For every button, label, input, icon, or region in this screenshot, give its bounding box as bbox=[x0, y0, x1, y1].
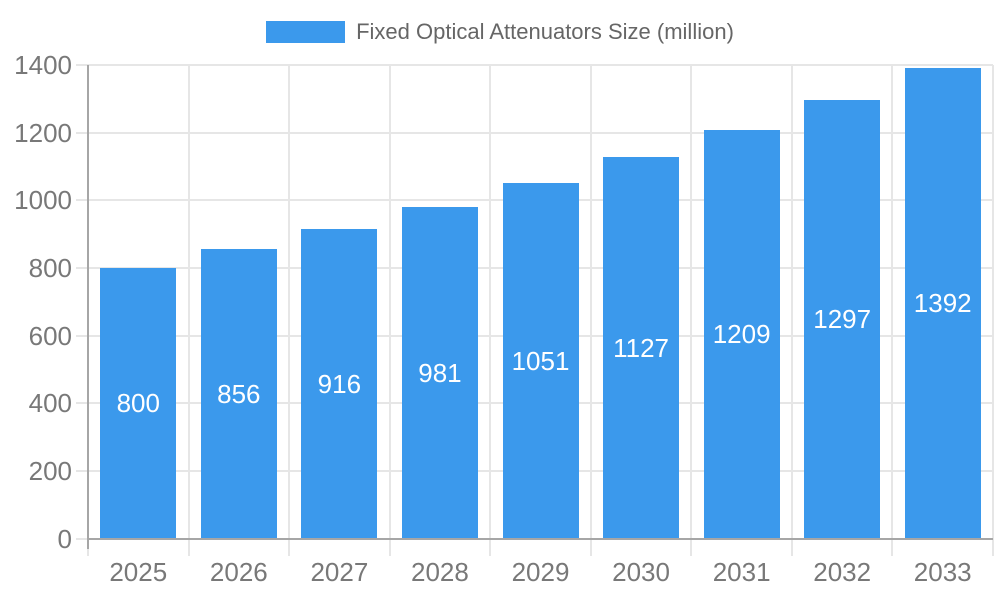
bar bbox=[502, 183, 579, 539]
bar-value-label: 800 bbox=[116, 388, 160, 419]
v-gridline bbox=[690, 65, 693, 539]
x-axis-line bbox=[87, 537, 993, 540]
bar bbox=[703, 129, 780, 539]
x-axis-tick bbox=[489, 538, 492, 556]
bar bbox=[301, 228, 378, 539]
x-tick-label: 2029 bbox=[511, 557, 570, 587]
y-tick-label: 1000 bbox=[14, 185, 72, 216]
v-gridline bbox=[489, 65, 492, 539]
y-axis-tick bbox=[76, 199, 88, 202]
y-tick-label: 400 bbox=[28, 388, 72, 419]
x-tick-label: 2027 bbox=[310, 557, 369, 587]
v-gridline bbox=[790, 65, 793, 539]
y-tick-label: 1400 bbox=[14, 50, 72, 80]
v-gridline bbox=[187, 65, 190, 539]
x-axis-tick bbox=[690, 538, 693, 556]
x-tick-label: 2030 bbox=[612, 557, 670, 587]
x-tick-label: 2025 bbox=[109, 557, 168, 587]
x-axis-tick bbox=[388, 538, 391, 556]
x-axis-tick bbox=[288, 538, 291, 556]
y-axis-tick bbox=[76, 469, 88, 472]
bar-value-label: 1209 bbox=[712, 319, 771, 350]
v-gridline bbox=[992, 65, 994, 539]
x-axis-tick bbox=[187, 538, 190, 556]
x-axis-tick bbox=[891, 538, 894, 556]
x-tick-label: 2028 bbox=[411, 557, 469, 587]
y-axis-tick bbox=[76, 266, 88, 269]
bar-value-label: 981 bbox=[418, 357, 462, 388]
y-axis-line bbox=[87, 65, 89, 549]
x-axis-tick bbox=[589, 538, 592, 556]
bar-value-label: 856 bbox=[217, 378, 261, 409]
v-gridline bbox=[288, 65, 291, 539]
y-tick-label: 200 bbox=[28, 455, 72, 486]
bar bbox=[100, 267, 177, 539]
x-tick-label: 2033 bbox=[913, 557, 972, 587]
y-axis-tick bbox=[76, 334, 88, 337]
h-gridline bbox=[88, 131, 993, 134]
v-gridline bbox=[891, 65, 894, 539]
bar bbox=[200, 248, 277, 539]
y-axis-tick bbox=[76, 537, 88, 540]
bar-value-label: 916 bbox=[317, 368, 362, 399]
x-tick-label: 2026 bbox=[209, 557, 268, 587]
bar-value-label: 1127 bbox=[613, 332, 669, 363]
y-tick-label: 600 bbox=[28, 320, 72, 351]
y-axis-tick bbox=[76, 131, 88, 134]
bar bbox=[603, 157, 680, 539]
bar bbox=[401, 206, 478, 539]
v-gridline bbox=[589, 65, 592, 539]
x-tick-label: 2031 bbox=[712, 557, 771, 587]
h-gridline bbox=[88, 64, 993, 66]
x-axis-tick bbox=[790, 538, 793, 556]
x-axis-tick bbox=[992, 538, 994, 556]
bar-value-label: 1297 bbox=[813, 304, 872, 335]
bar bbox=[904, 67, 981, 539]
chart-legend[interactable]: Fixed Optical Attenuators Size (million) bbox=[0, 20, 1000, 44]
legend-label: Fixed Optical Attenuators Size (million) bbox=[356, 19, 734, 44]
bar-value-label: 1392 bbox=[913, 288, 972, 319]
y-axis-tick bbox=[76, 64, 88, 66]
bar bbox=[804, 99, 881, 539]
y-tick-label: 0 bbox=[57, 523, 72, 554]
x-tick-label: 2032 bbox=[813, 557, 872, 587]
bar-value-label: 1051 bbox=[511, 345, 570, 376]
legend-swatch bbox=[266, 21, 346, 43]
v-gridline bbox=[388, 65, 391, 539]
y-axis-tick bbox=[76, 402, 88, 405]
y-tick-label: 800 bbox=[28, 252, 72, 283]
y-tick-label: 1200 bbox=[14, 117, 72, 148]
